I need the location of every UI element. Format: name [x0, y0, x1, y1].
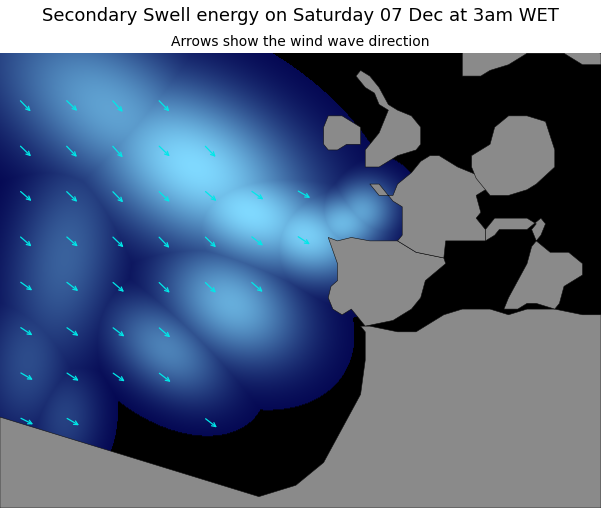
Text: Secondary Swell energy on Saturday 07 Dec at 3am WET: Secondary Swell energy on Saturday 07 De…: [42, 7, 559, 25]
Text: Arrows show the wind wave direction: Arrows show the wind wave direction: [171, 35, 430, 49]
